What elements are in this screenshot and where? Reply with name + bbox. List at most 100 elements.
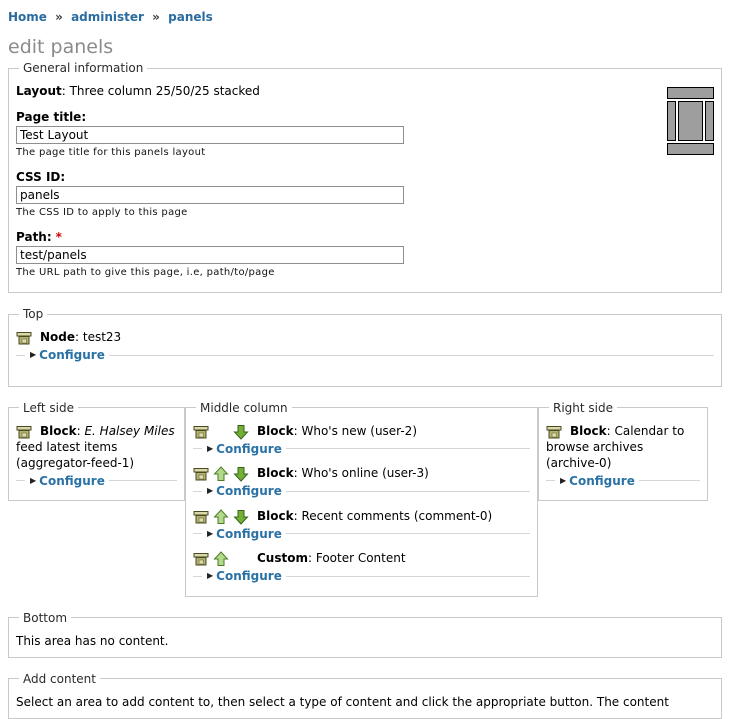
path-input[interactable] (16, 246, 404, 264)
move-down-icon[interactable] (233, 466, 249, 482)
pane-block-whos-new: Block: Who's new (user-2) ▶ Configure (193, 423, 530, 457)
move-down-icon[interactable] (233, 423, 249, 439)
trash-icon[interactable] (546, 423, 562, 439)
fieldset-border-line (285, 533, 530, 534)
fieldset-border-line (108, 354, 714, 356)
collapsed-arrow-icon: ▶ (207, 571, 214, 580)
fieldset-border-line (638, 480, 700, 481)
middle-column-fieldset: Middle column Block: Who's new (user-2) … (185, 400, 538, 597)
icon-spacer (233, 551, 249, 567)
fieldset-border-line (285, 448, 530, 449)
trash-icon[interactable] (193, 508, 209, 524)
layout-thumbnail-bottom-bar (667, 143, 714, 155)
page-title-input[interactable] (16, 126, 404, 144)
trash-icon[interactable] (16, 423, 32, 439)
bottom-area-fieldset: Bottom This area has no content. (8, 610, 722, 658)
fieldset-border-line (16, 354, 25, 356)
css-id-input[interactable] (16, 186, 404, 204)
columns-region: Left side Block: E. Halsey Miles feed la… (8, 400, 722, 597)
page-title-description: The page title for this panels layout (16, 147, 206, 158)
left-side-fieldset: Left side Block: E. Halsey Miles feed la… (8, 400, 185, 501)
layout-thumbnail-left-col (667, 101, 676, 141)
fieldset-border-line (546, 480, 555, 481)
path-form-item: Path:* The URL path to give this page, i… (16, 230, 714, 278)
move-up-icon[interactable] (213, 508, 229, 524)
configure-link[interactable]: Configure (39, 473, 105, 488)
fieldset-border-line (108, 480, 177, 481)
configure-collapsed-fieldset: ▶ Configure (193, 484, 530, 499)
trash-icon[interactable] (193, 466, 209, 482)
page-title: edit panels (8, 36, 114, 58)
middle-column-legend: Middle column (200, 400, 288, 415)
move-up-icon[interactable] (213, 466, 229, 482)
breadcrumb: Home » administer » panels (8, 10, 722, 24)
general-information-fieldset: General information Layout: Three column… (8, 61, 722, 293)
fieldset-border-line (285, 490, 530, 492)
fieldset-border-line (193, 575, 202, 577)
breadcrumb-link-administer[interactable]: administer (71, 10, 144, 24)
layout-thumbnail-right-col (705, 101, 714, 141)
fieldset-border-line (285, 575, 530, 577)
fieldset-border-line (193, 533, 202, 534)
pane-block-recent-comments: Block: Recent comments (comment-0) ▶ Con… (193, 508, 530, 542)
configure-collapsed-fieldset: ▶ Configure (16, 348, 714, 363)
collapsed-arrow-icon: ▶ (560, 475, 567, 485)
pane-block-archive: Block: Calendar to browse archives (arch… (546, 423, 685, 471)
fieldset-border-line (193, 490, 202, 492)
layout-value: Three column 25/50/25 stacked (69, 84, 260, 98)
layout-summary: Layout: Three column 25/50/25 stacked (16, 84, 260, 98)
breadcrumb-link-panels[interactable]: panels (168, 10, 213, 24)
bottom-area-legend: Bottom (23, 610, 68, 625)
configure-collapsed-fieldset: ▶ Configure (193, 441, 530, 456)
right-side-fieldset: Right side Block: Calendar to browse arc… (538, 400, 708, 501)
right-side-legend: Right side (553, 400, 613, 415)
configure-link[interactable]: Configure (216, 526, 282, 541)
fieldset-border-line (16, 480, 25, 481)
configure-link[interactable]: Configure (39, 348, 105, 362)
icon-spacer (213, 423, 229, 439)
page-title-form-item: Page title: The page title for this pane… (16, 110, 714, 158)
css-id-description: The CSS ID to apply to this page (16, 207, 188, 218)
move-down-icon[interactable] (233, 508, 249, 524)
path-description: The URL path to give this page, i.e, pat… (16, 267, 275, 278)
breadcrumb-separator: » (55, 10, 63, 24)
configure-collapsed-fieldset: ▶ Configure (193, 526, 530, 541)
layout-thumbnail-icon (667, 87, 714, 157)
configure-link[interactable]: Configure (216, 484, 282, 498)
add-content-legend: Add content (23, 671, 96, 686)
configure-link[interactable]: Configure (216, 569, 282, 583)
page-title-label: Page title: (16, 110, 87, 124)
configure-link[interactable]: Configure (216, 441, 282, 456)
general-information-legend: General information (23, 61, 144, 75)
css-id-label: CSS ID: (16, 170, 66, 184)
move-up-icon[interactable] (213, 551, 229, 567)
collapsed-arrow-icon: ▶ (207, 443, 214, 453)
configure-link[interactable]: Configure (569, 473, 635, 488)
pane-custom-footer-content: Custom: Footer Content ▶ Configure (193, 550, 530, 584)
path-label: Path: * (16, 230, 62, 244)
layout-thumbnail-top-bar (667, 87, 714, 99)
trash-icon[interactable] (16, 330, 32, 346)
css-id-form-item: CSS ID: The CSS ID to apply to this page (16, 170, 714, 218)
breadcrumb-link-home[interactable]: Home (8, 10, 47, 24)
trash-icon[interactable] (193, 423, 209, 439)
top-area-fieldset: Top Node: test23 ▶ Configure (8, 307, 722, 387)
collapsed-arrow-icon: ▶ (30, 350, 37, 359)
pane-block-whos-online: Block: Who's online (user-3) ▶ Configure (193, 465, 530, 499)
fieldset-border-line (193, 448, 202, 449)
collapsed-arrow-icon: ▶ (30, 475, 37, 485)
top-area-legend: Top (23, 307, 44, 321)
collapsed-arrow-icon: ▶ (207, 528, 214, 538)
layout-thumbnail-center-col (678, 101, 703, 141)
trash-icon[interactable] (193, 551, 209, 567)
add-content-fieldset: Add content Select an area to add conten… (8, 671, 722, 719)
breadcrumb-separator: » (152, 10, 160, 24)
configure-collapsed-fieldset: ▶ Configure (546, 473, 700, 488)
left-side-legend: Left side (23, 400, 74, 415)
pane-block-aggregator-feed: Block: E. Halsey Miles feed latest items… (16, 423, 175, 471)
configure-collapsed-fieldset: ▶ Configure (16, 473, 177, 488)
pane-node-test23: Node: test23 (16, 329, 714, 346)
add-content-description: Select an area to add content to, then s… (16, 694, 669, 709)
configure-collapsed-fieldset: ▶ Configure (193, 569, 530, 584)
